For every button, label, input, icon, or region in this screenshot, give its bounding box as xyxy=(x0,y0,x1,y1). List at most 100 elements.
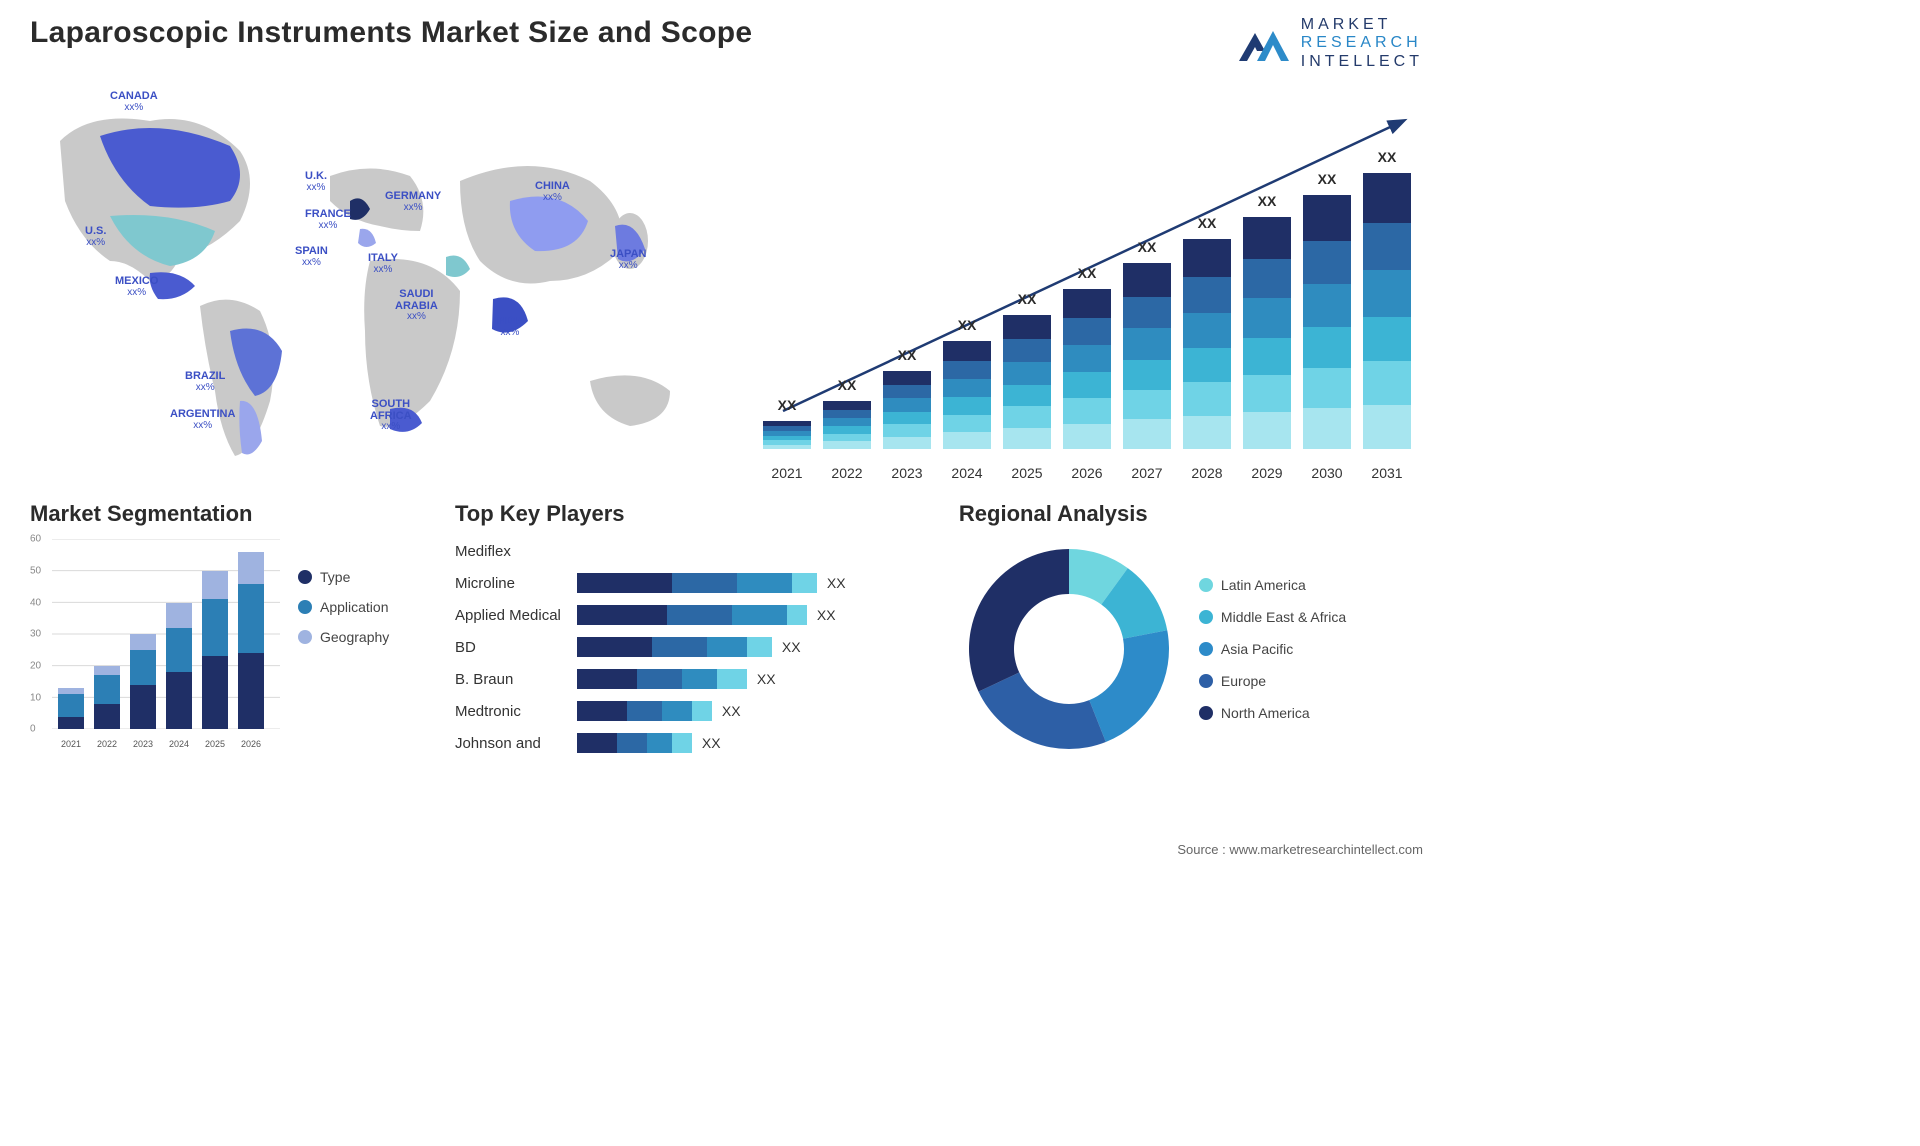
regional-legend-item: Middle East & Africa xyxy=(1199,609,1346,625)
growth-seg xyxy=(883,412,931,424)
seg-seg-type xyxy=(94,704,120,729)
player-seg xyxy=(672,573,737,593)
player-seg xyxy=(637,669,682,689)
growth-bar-2024: XX xyxy=(943,341,991,449)
growth-bar-2022: XX xyxy=(823,401,871,449)
player-seg xyxy=(577,637,652,657)
seg-bar-2022 xyxy=(94,666,120,729)
player-name: BD xyxy=(455,635,561,659)
growth-bar-label: XX xyxy=(823,377,871,393)
growth-bar-label: XX xyxy=(943,317,991,333)
player-bar-row: XX xyxy=(577,667,846,691)
seg-ytick: 20 xyxy=(30,660,41,671)
growth-seg xyxy=(1063,372,1111,398)
player-value: XX xyxy=(757,671,776,687)
regional-legend-item: North America xyxy=(1199,705,1346,721)
growth-seg xyxy=(1303,241,1351,284)
seg-ytick: 30 xyxy=(30,629,41,640)
seg-ytick: 40 xyxy=(30,597,41,608)
growth-bar-label: XX xyxy=(1183,215,1231,231)
map-label-italy: ITALYxx% xyxy=(368,253,398,275)
player-seg xyxy=(672,733,692,753)
growth-seg xyxy=(1303,195,1351,241)
seg-year: 2026 xyxy=(238,739,264,749)
regional-panel: Regional Analysis Latin AmericaMiddle Ea… xyxy=(959,501,1423,759)
seg-seg-app xyxy=(94,675,120,704)
player-seg xyxy=(662,701,692,721)
map-label-mexico: MEXICOxx% xyxy=(115,276,158,298)
player-seg xyxy=(577,573,672,593)
growth-seg xyxy=(823,418,871,426)
growth-seg xyxy=(1363,405,1411,449)
growth-seg xyxy=(1363,270,1411,317)
growth-seg xyxy=(883,424,931,436)
growth-year: 2024 xyxy=(943,465,991,481)
growth-year: 2031 xyxy=(1363,465,1411,481)
growth-seg xyxy=(823,434,871,442)
player-seg xyxy=(747,637,772,657)
growth-seg xyxy=(1183,416,1231,450)
seg-year: 2025 xyxy=(202,739,228,749)
player-seg xyxy=(732,605,787,625)
seg-bar-2026 xyxy=(238,552,264,729)
growth-bar-2029: XX xyxy=(1243,217,1291,449)
growth-seg xyxy=(1063,398,1111,424)
player-seg xyxy=(577,733,617,753)
seg-seg-type xyxy=(202,656,228,729)
growth-seg xyxy=(1063,345,1111,372)
growth-seg xyxy=(883,398,931,411)
seg-seg-geo xyxy=(202,571,228,600)
seg-seg-geo xyxy=(94,666,120,676)
player-seg xyxy=(627,701,662,721)
map-label-india: INDIAxx% xyxy=(495,316,525,338)
growth-bar-2031: XX xyxy=(1363,173,1411,449)
growth-seg xyxy=(1243,338,1291,375)
player-seg xyxy=(577,669,637,689)
player-bar xyxy=(577,605,807,625)
growth-seg xyxy=(943,397,991,414)
growth-seg xyxy=(1363,223,1411,270)
map-label-germany: GERMANYxx% xyxy=(385,191,441,213)
legend-label: Application xyxy=(320,599,389,615)
growth-year: 2023 xyxy=(883,465,931,481)
regional-legend: Latin America Middle East & Africa Asia Pa… xyxy=(1199,577,1346,721)
player-bar-row: XX xyxy=(577,731,846,755)
regional-legend-item: Asia Pacific xyxy=(1199,641,1346,657)
player-bar xyxy=(577,669,747,689)
growth-seg xyxy=(1003,385,1051,406)
player-value: XX xyxy=(702,735,721,751)
player-bar-row: XX xyxy=(577,571,846,595)
map-label-u-k-: U.K.xx% xyxy=(305,171,327,193)
regional-donut xyxy=(959,539,1179,759)
player-seg xyxy=(577,605,667,625)
growth-seg xyxy=(1123,390,1171,420)
player-names: MediflexMicrolineApplied MedicalBDB. Bra… xyxy=(455,539,561,755)
swatch-icon xyxy=(298,600,312,614)
player-bar xyxy=(577,573,817,593)
seg-ytick: 60 xyxy=(30,534,41,545)
donut-slice xyxy=(978,673,1105,750)
growth-seg xyxy=(1123,419,1171,449)
player-seg xyxy=(667,605,732,625)
growth-seg xyxy=(1003,362,1051,385)
page-title: Laparoscopic Instruments Market Size and… xyxy=(30,16,752,50)
map-label-japan: JAPANxx% xyxy=(610,249,646,271)
growth-bar-2027: XX xyxy=(1123,263,1171,449)
growth-bar-label: XX xyxy=(1003,291,1051,307)
growth-bar-label: XX xyxy=(1123,239,1171,255)
growth-seg xyxy=(1303,284,1351,327)
brand-logo: MARKET RESEARCH INTELLECT xyxy=(1235,16,1423,71)
growth-bar-2021: XX xyxy=(763,421,811,449)
seg-seg-type xyxy=(166,672,192,729)
map-label-saudi-arabia: SAUDIARABIAxx% xyxy=(395,289,438,323)
legend-label: Geography xyxy=(320,629,389,645)
player-bar xyxy=(577,733,692,753)
seg-legend-item: Type xyxy=(298,569,389,585)
lower-row: Market Segmentation 0102030405060 202120… xyxy=(0,481,1453,759)
legend-label: Latin America xyxy=(1221,577,1306,593)
swatch-icon xyxy=(298,570,312,584)
growth-bar-label: XX xyxy=(1063,265,1111,281)
growth-bar-2028: XX xyxy=(1183,239,1231,449)
growth-seg xyxy=(1003,339,1051,362)
seg-year: 2021 xyxy=(58,739,84,749)
